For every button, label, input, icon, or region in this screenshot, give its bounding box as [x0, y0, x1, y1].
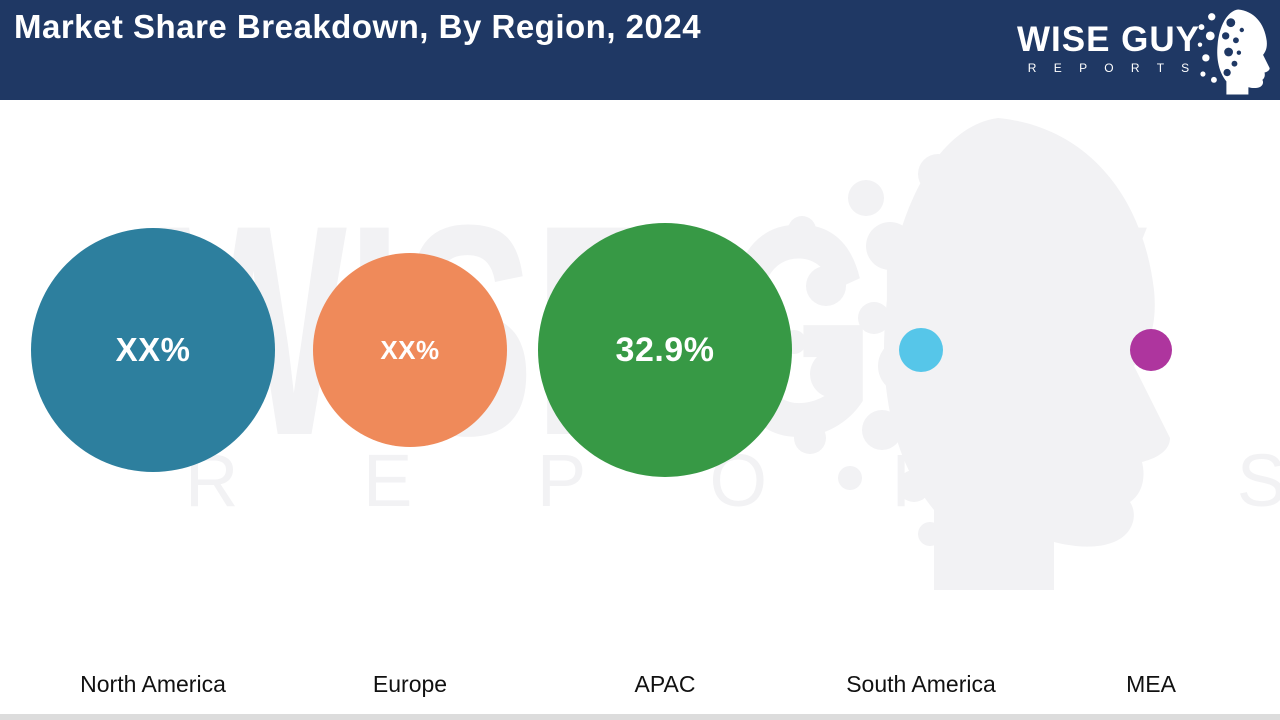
- category-label-apac: APAC: [634, 671, 696, 697]
- brand-logo-text: WISE GUY R E P O R T S: [1017, 22, 1200, 75]
- header-bar: Market Share Breakdown, By Region, 2024 …: [0, 0, 1280, 100]
- brand-name: WISE GUY: [1016, 20, 1200, 59]
- page-title: Market Share Breakdown, By Region, 2024: [14, 8, 702, 45]
- watermark-head-icon: [782, 118, 1170, 590]
- bubble-apac: 32.9%: [538, 223, 792, 477]
- brand-logo: WISE GUY R E P O R T S: [1016, 6, 1270, 96]
- bubble-north-america: XX%: [31, 228, 275, 472]
- bottom-divider: [0, 714, 1280, 720]
- bubble-mea: [1130, 329, 1172, 371]
- bubble-value-label: XX%: [115, 331, 191, 368]
- brand-subtitle: R E P O R T S: [1027, 61, 1197, 75]
- bubble-value-label: XX%: [380, 334, 440, 365]
- dotted-head-icon: [1197, 9, 1270, 95]
- bubble-value-label: 32.9%: [615, 330, 715, 369]
- category-label-south-america: South America: [846, 671, 996, 697]
- bubble-europe: XX%: [313, 253, 507, 447]
- bubble-south-america: [899, 328, 943, 372]
- category-label-mea: MEA: [1126, 671, 1176, 697]
- category-label-europe: Europe: [372, 671, 448, 697]
- category-label-north-america: North America: [80, 671, 226, 697]
